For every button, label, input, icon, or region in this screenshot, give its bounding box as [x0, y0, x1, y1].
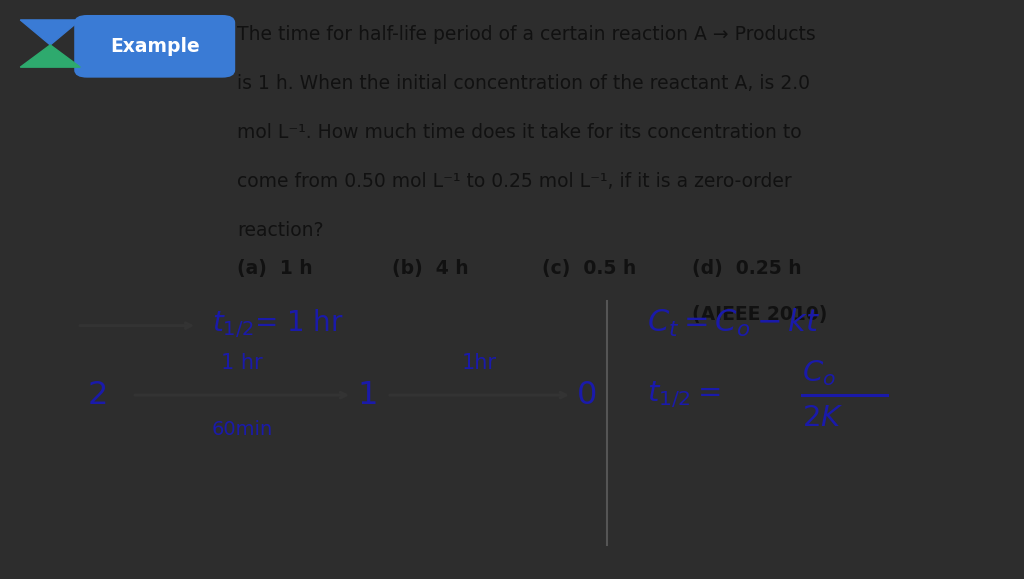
Text: 1: 1 [357, 380, 378, 411]
Text: $C_t = C_o - kt$: $C_t = C_o - kt$ [647, 307, 820, 339]
Text: (AIEEE 2010): (AIEEE 2010) [692, 305, 827, 324]
Text: come from 0.50 mol L⁻¹ to 0.25 mol L⁻¹, if it is a zero-order: come from 0.50 mol L⁻¹ to 0.25 mol L⁻¹, … [238, 172, 792, 191]
Text: 1 hr: 1 hr [221, 353, 263, 373]
FancyBboxPatch shape [75, 16, 234, 76]
Text: Example: Example [110, 37, 200, 56]
Polygon shape [20, 45, 80, 67]
Text: mol L⁻¹. How much time does it take for its concentration to: mol L⁻¹. How much time does it take for … [238, 123, 802, 142]
Text: 60min: 60min [212, 420, 272, 439]
Text: is 1 h. When the initial concentration of the reactant A, is 2.0: is 1 h. When the initial concentration o… [238, 74, 810, 93]
Text: reaction?: reaction? [238, 221, 324, 240]
Text: $t_{1/2}$= 1 hr: $t_{1/2}$= 1 hr [212, 307, 344, 340]
Polygon shape [20, 20, 80, 45]
Text: (b)  4 h: (b) 4 h [392, 259, 469, 278]
Text: The time for half-life period of a certain reaction A → Products: The time for half-life period of a certa… [238, 25, 816, 45]
Text: 2: 2 [87, 380, 108, 411]
Text: 0: 0 [577, 380, 597, 411]
Text: (a)  1 h: (a) 1 h [238, 259, 312, 278]
Text: $C_o$: $C_o$ [802, 358, 836, 388]
Text: (d)  0.25 h: (d) 0.25 h [692, 259, 802, 278]
Text: $2K$: $2K$ [802, 405, 844, 433]
Text: $t_{1/2}=$: $t_{1/2}=$ [647, 380, 720, 411]
Text: 1hr: 1hr [462, 353, 497, 373]
Text: (c)  0.5 h: (c) 0.5 h [542, 259, 636, 278]
